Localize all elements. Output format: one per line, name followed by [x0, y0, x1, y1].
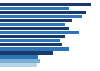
Bar	[0, 55, 38, 59]
Bar	[0, 27, 69, 30]
Bar	[0, 19, 72, 22]
Bar	[0, 3, 91, 6]
Bar	[0, 31, 79, 34]
Bar	[0, 47, 69, 50]
Bar	[0, 63, 36, 67]
Bar	[0, 51, 53, 55]
Bar	[0, 11, 86, 14]
Bar	[0, 15, 82, 18]
Bar	[0, 23, 65, 26]
Bar	[0, 7, 69, 10]
Bar	[0, 39, 60, 42]
Bar	[0, 35, 65, 38]
Bar	[0, 43, 62, 47]
Bar	[0, 59, 40, 63]
